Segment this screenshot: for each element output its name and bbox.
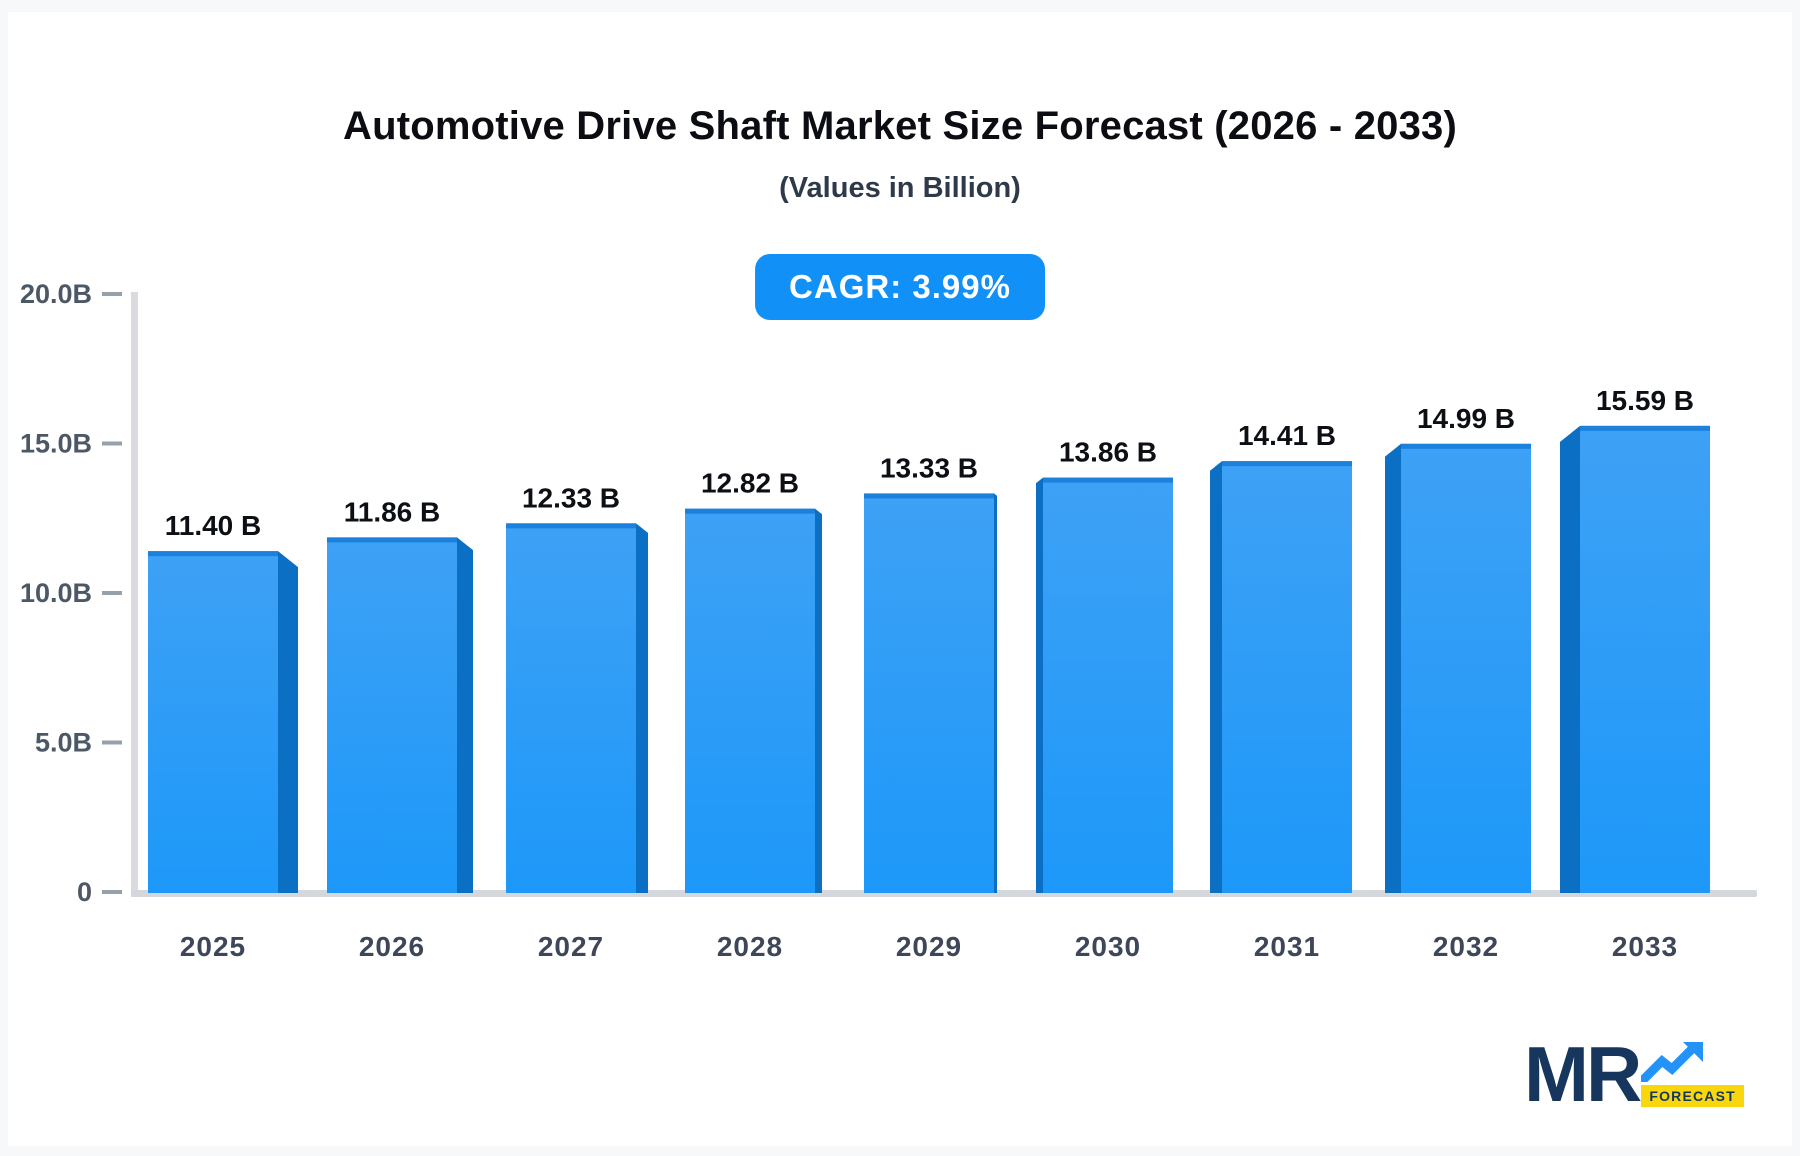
bar-top-edge: [1222, 461, 1352, 467]
bar-side-face: [636, 523, 648, 893]
y-tick-label: 15.0B: [20, 429, 92, 459]
page-subtitle: (Values in Billion): [779, 172, 1021, 204]
bar-value-label: 11.40 B: [165, 510, 262, 541]
bar-value-label: 14.41 B: [1238, 420, 1336, 451]
bar-value-label: 13.86 B: [1059, 437, 1157, 468]
bar-side-face: [278, 551, 298, 893]
x-category-label: 2026: [359, 931, 425, 962]
x-category-label: 2025: [180, 931, 246, 962]
trend-arrow-icon: [1641, 1041, 1704, 1082]
bar-value-label: 13.33 B: [880, 452, 978, 483]
bar-top-edge: [506, 523, 636, 529]
bar-2033[interactable]: 15.59 B: [1560, 385, 1710, 893]
bar-top-edge: [148, 551, 278, 557]
x-category-label: 2032: [1433, 931, 1499, 962]
bar-2031[interactable]: 14.41 B: [1210, 420, 1352, 893]
bar-value-label: 11.86 B: [344, 496, 441, 527]
bar-value-label: 12.33 B: [522, 482, 620, 513]
bar-top-edge: [327, 537, 457, 543]
bar-top-edge: [1401, 443, 1531, 449]
bar-side-face: [815, 508, 822, 893]
bar-side-face: [1560, 425, 1580, 893]
bar-2025[interactable]: 11.40 B: [148, 510, 298, 893]
bar-value-label: 12.82 B: [701, 468, 799, 499]
bar-side-face: [1385, 443, 1401, 893]
bar-2026[interactable]: 11.86 B: [327, 496, 473, 893]
bar-2030[interactable]: 13.86 B: [1036, 437, 1173, 893]
bar-side-face: [994, 493, 997, 893]
logo: MR FORECAST: [1524, 1030, 1744, 1118]
y-tick: [102, 890, 122, 894]
logo-tagline: FORECAST: [1641, 1085, 1744, 1107]
bar-chart-svg: 0 5.0B 10.0B 15.0B 20.0B 11.40 B 2025 11.86 B 20…: [20, 279, 1757, 962]
x-category-label: 2030: [1075, 931, 1141, 962]
bar-top-edge: [1043, 477, 1173, 483]
logo-text: MR: [1524, 1030, 1642, 1118]
y-tick-label: 0: [77, 877, 92, 907]
bar-top-edge: [685, 508, 815, 514]
bar-2028[interactable]: 12.82 B: [685, 468, 822, 893]
page-title: Automotive Drive Shaft Market Size Forec…: [342, 104, 1458, 148]
y-axis-line: [131, 292, 138, 897]
chart-canvas: Automotive Drive Shaft Market Size Forec…: [8, 12, 1792, 1146]
y-tick: [102, 441, 122, 446]
bar-value-label: 14.99 B: [1417, 403, 1515, 434]
bar-front-face: [148, 551, 278, 893]
bar-side-face: [1036, 477, 1043, 893]
bar-2027[interactable]: 12.33 B: [506, 482, 648, 893]
y-tick-label: 10.0B: [20, 578, 92, 608]
bar-front-face: [864, 493, 994, 893]
x-category-label: 2027: [538, 931, 604, 962]
y-tick: [102, 292, 122, 296]
bar-front-face: [1401, 443, 1531, 893]
bar-top-edge: [864, 493, 994, 499]
y-tick-label: 20.0B: [20, 279, 92, 309]
x-category-label: 2031: [1254, 931, 1320, 962]
bar-front-face: [506, 523, 636, 893]
bar-front-face: [685, 508, 815, 893]
bar-2029[interactable]: 13.33 B: [864, 452, 997, 893]
bar-side-face: [457, 537, 473, 893]
y-tick: [102, 740, 122, 745]
cagr-badge: CAGR: 3.99%: [755, 254, 1045, 320]
bar-2032[interactable]: 14.99 B: [1385, 403, 1531, 893]
x-category-label: 2028: [717, 931, 783, 962]
y-tick: [102, 591, 122, 595]
y-tick-label: 5.0B: [35, 728, 92, 758]
bar-front-face: [1043, 477, 1173, 893]
bar-front-face: [1580, 425, 1710, 893]
bar-top-edge: [1580, 425, 1710, 431]
bar-front-face: [327, 537, 457, 893]
bar-front-face: [1222, 461, 1352, 893]
x-category-label: 2033: [1612, 931, 1678, 962]
bar-side-face: [1210, 461, 1222, 893]
bar-value-label: 15.59 B: [1596, 385, 1694, 416]
x-category-label: 2029: [896, 931, 962, 962]
